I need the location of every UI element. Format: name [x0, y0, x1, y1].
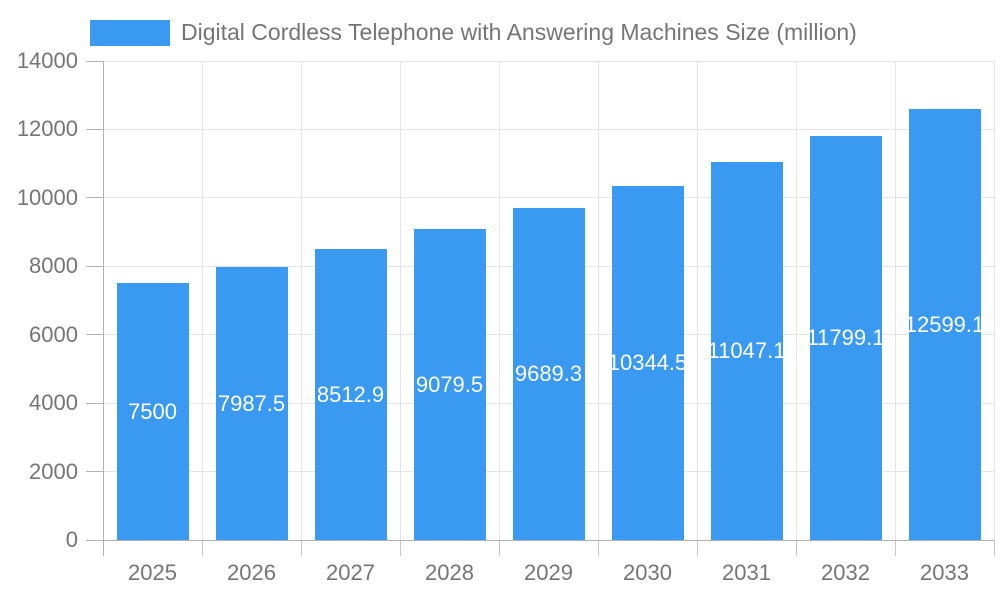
- y-axis-tick-label: 2000: [29, 458, 78, 484]
- y-axis-tick-label: 14000: [16, 48, 78, 73]
- gridline-vertical: [498, 61, 500, 540]
- bar: 8512.9: [314, 249, 387, 540]
- x-axis-tick: [696, 540, 698, 556]
- y-axis-line: [102, 61, 104, 556]
- y-axis-tick: [86, 128, 103, 130]
- x-axis-tick-label: 2028: [425, 560, 474, 585]
- legend-label: Digital Cordless Telephone with Answerin…: [181, 19, 857, 45]
- bar: 7987.5: [215, 267, 288, 540]
- bar-value-label: 9079.5: [415, 371, 484, 397]
- gridline-vertical: [795, 61, 797, 540]
- y-axis-tick: [86, 471, 103, 473]
- gridline-horizontal: [103, 128, 994, 130]
- y-axis-tick-label: 12000: [16, 116, 78, 142]
- x-axis-tick: [795, 540, 797, 556]
- y-axis-tick-label: 6000: [29, 321, 78, 347]
- bar-value-label: 7987.5: [217, 390, 286, 416]
- bar: 11047.1: [710, 162, 783, 540]
- x-axis-tick: [993, 540, 995, 556]
- x-axis-tick-label: 2025: [128, 560, 177, 585]
- bar: 9079.5: [413, 229, 486, 540]
- gridline-horizontal: [103, 60, 994, 62]
- x-axis-line: [86, 539, 994, 541]
- x-axis-tick: [597, 540, 599, 556]
- bar: 11799.1: [809, 136, 882, 540]
- gridline-vertical: [894, 61, 896, 540]
- x-axis-tick-label: 2029: [524, 560, 573, 585]
- x-axis-tick-label: 2033: [920, 560, 969, 585]
- gridline-vertical: [201, 61, 203, 540]
- y-axis-tick: [86, 334, 103, 336]
- x-axis-tick-label: 2030: [623, 560, 672, 585]
- gridline-vertical: [696, 61, 698, 540]
- gridline-vertical: [399, 61, 401, 540]
- x-axis-tick: [498, 540, 500, 556]
- x-axis-tick: [201, 540, 203, 556]
- bar: 12599.1: [908, 109, 981, 540]
- y-axis-tick-label: 8000: [29, 253, 78, 279]
- bar: 10344.5: [611, 186, 684, 540]
- gridline-vertical: [300, 61, 302, 540]
- x-axis-tick-label: 2031: [722, 560, 771, 585]
- y-axis-tick: [86, 197, 103, 199]
- bar-value-label: 8512.9: [316, 381, 385, 407]
- x-axis-tick-label: 2032: [821, 560, 870, 585]
- bar-value-label: 11799.1: [809, 325, 882, 350]
- bar-value-label: 11047.1: [710, 338, 783, 363]
- gridline-vertical: [597, 61, 599, 540]
- bar-value-label: 10344.5: [611, 350, 684, 375]
- y-axis-tick-label: 10000: [16, 184, 78, 210]
- x-axis-tick: [300, 540, 302, 556]
- bar-value-label: 7500: [128, 398, 177, 424]
- x-axis-tick-label: 2027: [326, 560, 375, 585]
- x-axis-tick: [894, 540, 896, 556]
- bar: 7500: [116, 283, 189, 540]
- bar: 9689.3: [512, 208, 585, 540]
- x-axis-tick-label: 2026: [227, 560, 276, 585]
- y-axis-tick: [86, 402, 103, 404]
- y-axis-tick-label: 4000: [29, 390, 78, 416]
- bar-value-label: 9689.3: [514, 361, 583, 386]
- gridline-vertical: [993, 61, 995, 540]
- y-axis-tick-label: 0: [65, 527, 78, 552]
- y-axis-tick: [86, 60, 103, 62]
- x-axis-tick: [399, 540, 401, 556]
- gridline-horizontal: [103, 197, 994, 199]
- bar-value-label: 12599.1: [908, 311, 981, 337]
- y-axis-tick: [86, 265, 103, 267]
- legend: Digital Cordless Telephone with Answerin…: [90, 19, 857, 46]
- legend-swatch: [90, 19, 170, 46]
